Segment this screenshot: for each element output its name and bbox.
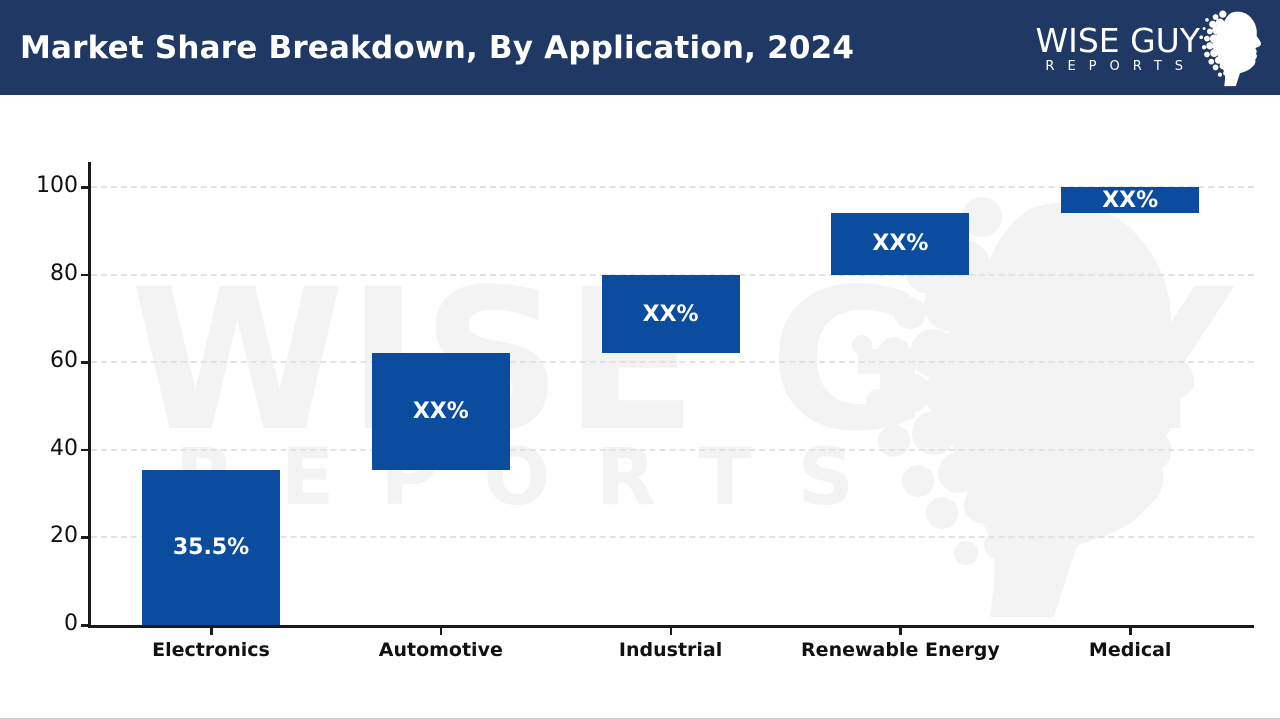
- wise-guy-reports-logo: WISE GUY REPORTS: [1035, 4, 1266, 92]
- logo-reports-text: REPORTS: [1045, 59, 1197, 75]
- gridline-60: [91, 361, 1254, 364]
- bar-value-label: XX%: [872, 231, 929, 257]
- x-tickmark-2: [439, 627, 443, 635]
- y-tickmark-0: [81, 624, 90, 627]
- x-tick-label-2: Automotive: [378, 639, 503, 661]
- gridline-100: [91, 186, 1254, 188]
- x-tick-label-3: Industrial: [618, 639, 723, 661]
- page-title: Market Share Breakdown, By Application, …: [20, 29, 855, 66]
- y-tickmark-20: [81, 536, 90, 539]
- bar-value-label: XX%: [1102, 187, 1159, 213]
- watermark-text-line2: REPORTS: [175, 433, 900, 523]
- bar-value-label: XX%: [412, 398, 469, 424]
- x-tickmark-3: [669, 627, 673, 635]
- x-tick-label-1: Electronics: [152, 639, 270, 661]
- gridline-20: [91, 536, 1254, 539]
- bar-medical: XX%: [1061, 187, 1200, 214]
- header-bar: Market Share Breakdown, By Application, …: [0, 0, 1280, 95]
- x-tickmark-5: [1129, 627, 1132, 635]
- bar-industrial: XX%: [601, 274, 740, 354]
- bar-value-label: XX%: [642, 301, 699, 327]
- logo-face-icon: [1194, 8, 1266, 88]
- logo-wise-guy-text: WISE GUY: [1035, 20, 1200, 60]
- bar-electronics: 35.5%: [142, 469, 280, 625]
- gridline-40: [91, 448, 1254, 451]
- bar-automotive: XX%: [371, 353, 510, 470]
- y-tickmark-40: [81, 448, 90, 452]
- x-axis-line: [88, 625, 1254, 628]
- bar-value-label: 35.5%: [172, 534, 250, 560]
- y-tickmark-80: [81, 273, 90, 277]
- y-tick-label-60: 60: [50, 348, 78, 374]
- y-tickmark-100: [81, 186, 90, 189]
- y-axis-line: [88, 162, 91, 627]
- x-tick-label-4: Renewable Energy: [801, 639, 1000, 661]
- logo-text: WISE GUY REPORTS: [1035, 20, 1200, 75]
- x-tickmark-4: [899, 627, 902, 635]
- y-tick-label-40: 40: [50, 435, 78, 461]
- x-tickmark-1: [210, 627, 213, 635]
- bar-renewable-energy: XX%: [831, 213, 970, 275]
- x-tick-label-5: Medical: [1088, 639, 1172, 661]
- y-tick-label-100: 100: [36, 173, 78, 198]
- y-tick-label-20: 20: [50, 523, 78, 549]
- y-tick-label-80: 80: [50, 260, 78, 286]
- y-tick-label-0: 0: [64, 611, 78, 636]
- y-tickmark-60: [81, 361, 90, 364]
